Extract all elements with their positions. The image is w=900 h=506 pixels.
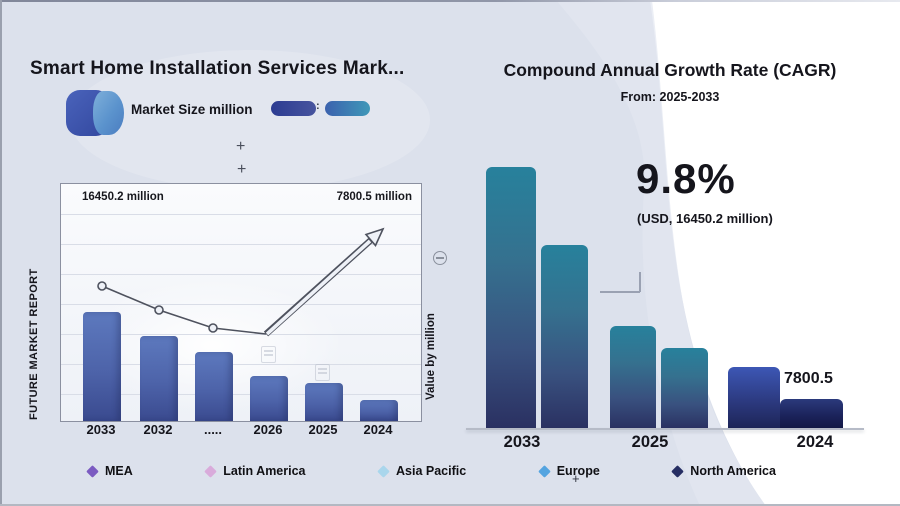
legend-item-europe: Europe — [537, 464, 600, 478]
x-label-dots: ..... — [203, 422, 223, 437]
legend-item-latin-america: Latin America — [204, 464, 306, 478]
gridline — [61, 394, 421, 395]
top-border — [0, 0, 900, 2]
legend-label: Europe — [556, 464, 600, 478]
ratio-colon: : — [316, 100, 320, 112]
circle-minus-icon — [433, 251, 447, 265]
diamond-icon — [537, 464, 551, 478]
bar-2033-a — [486, 167, 536, 429]
ratio-pill-teal — [325, 101, 370, 116]
cylinder-light-facet — [93, 91, 124, 135]
end-value-annotation: 7800.5 million — [336, 191, 412, 203]
bar-2032 — [140, 335, 178, 421]
gridline — [61, 274, 421, 275]
x-label-2024: 2024 — [363, 422, 393, 437]
x-axis-baseline — [466, 428, 864, 430]
cagr-usd-detail: (USD, 16450.2 million) — [637, 211, 773, 226]
ratio-pill-dark — [271, 101, 316, 116]
left-chart-title: Smart Home Installation Services Mark... — [30, 58, 405, 79]
bar-dots — [195, 352, 233, 421]
region-legend: MEA Latin America Asia Pacific Europe No… — [86, 464, 776, 478]
callout-bracket — [639, 272, 641, 292]
market-size-legend-label: Market Size million — [131, 102, 253, 117]
legend-label: MEA — [105, 464, 133, 478]
faint-report-icon — [315, 364, 330, 381]
x-label-2033: 2033 — [503, 433, 541, 451]
diamond-icon — [204, 464, 218, 478]
start-value-annotation: 16450.2 million — [82, 191, 164, 203]
plus-icon: + — [237, 161, 247, 178]
bar-value-7800: 7800.5 — [784, 370, 833, 387]
bar-2024-b — [780, 399, 843, 429]
gridline — [61, 214, 421, 215]
x-label-2033: 2033 — [86, 422, 116, 437]
cagr-subtitle: From: 2025-2033 — [620, 90, 720, 104]
bar-2024-a — [728, 366, 780, 429]
plus-icon: + — [572, 471, 580, 486]
faint-report-icon — [261, 346, 276, 363]
bar-2033-b — [541, 245, 588, 429]
value-axis-label: Value by million — [425, 313, 437, 400]
gridline — [61, 244, 421, 245]
legend-label: North America — [690, 464, 776, 478]
market-size-bar-chart: 16450.2 million 7800.5 million — [60, 183, 422, 422]
legend-label: Latin America — [223, 464, 306, 478]
x-label-2025: 2025 — [631, 433, 669, 451]
x-label-2024: 2024 — [796, 433, 834, 451]
legend-item-asia-pacific: Asia Pacific — [377, 464, 467, 478]
gridline — [61, 334, 421, 335]
cagr-bar-chart — [470, 159, 862, 429]
left-border — [0, 0, 2, 506]
x-label-2025: 2025 — [308, 422, 338, 437]
legend-item-mea: MEA — [86, 464, 133, 478]
bar-2024 — [360, 399, 398, 421]
legend-item-north-america: North America — [671, 464, 776, 478]
gridline — [61, 364, 421, 365]
callout-bracket — [600, 291, 640, 293]
bottom-border — [0, 504, 900, 506]
future-market-report-label: FUTURE MARKET REPORT — [28, 268, 40, 420]
trend-line-and-arrow — [97, 227, 385, 337]
diamond-icon — [671, 464, 685, 478]
bar-2025 — [305, 383, 343, 421]
diamond-icon — [86, 464, 99, 478]
gridline — [61, 304, 421, 305]
bar-2033 — [83, 311, 121, 421]
legend-label: Asia Pacific — [396, 464, 467, 478]
diamond-icon — [377, 464, 390, 478]
bar-2025-b — [661, 348, 708, 429]
x-label-2026: 2026 — [253, 422, 283, 437]
market-size-3d-icon — [66, 90, 124, 136]
cagr-title: Compound Annual Growth Rate (CAGR) — [503, 60, 837, 80]
x-label-2032: 2032 — [143, 422, 173, 437]
cagr-percentage: 9.8% — [636, 155, 736, 202]
bar-2026 — [250, 375, 288, 421]
plus-icon: + — [236, 138, 246, 155]
bar-2025-a — [610, 326, 656, 429]
